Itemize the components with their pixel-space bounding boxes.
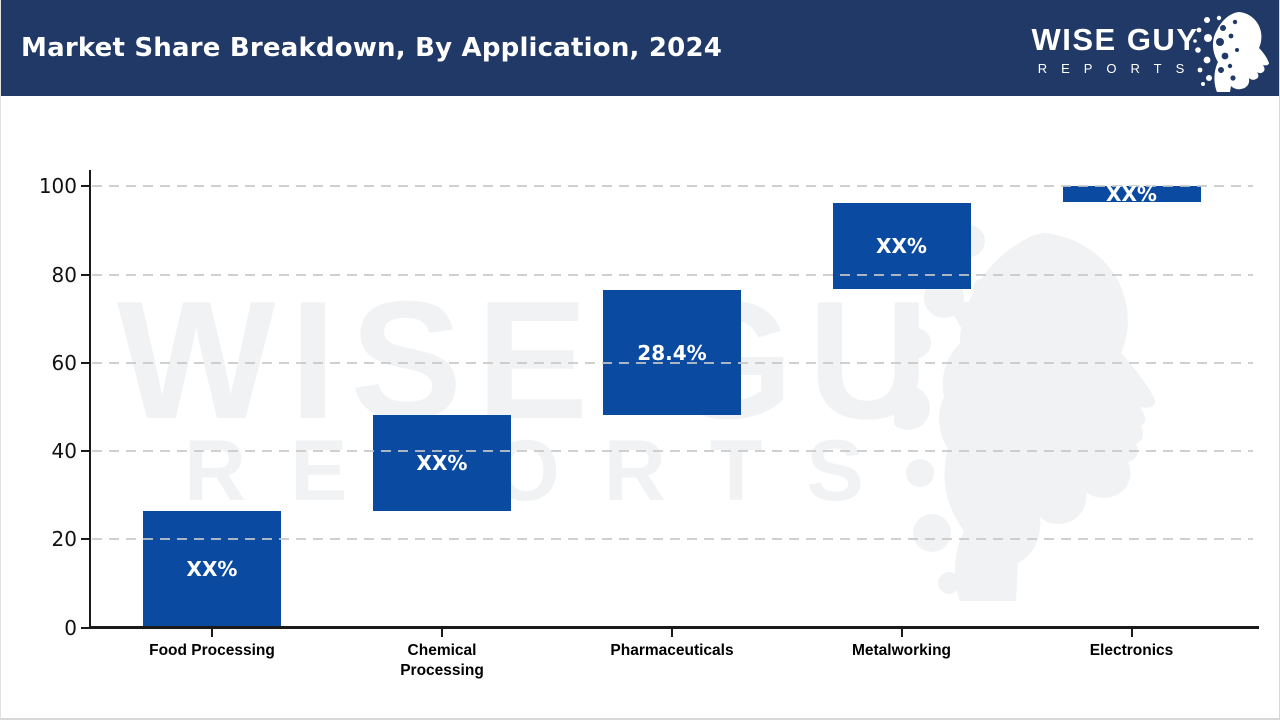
y-tick-label-80: 80 xyxy=(51,262,77,287)
x-category-label-5: Electronics xyxy=(1089,642,1174,659)
gridline-80 xyxy=(92,273,1253,276)
y-tick-label-0: 0 xyxy=(64,615,77,640)
page-title: Market Share Breakdown, By Application, … xyxy=(21,33,723,63)
gridline-100 xyxy=(92,185,1253,188)
x-axis-line xyxy=(89,626,1259,629)
gridline-60 xyxy=(92,361,1253,364)
bar-5 xyxy=(1062,186,1201,203)
y-tick-100 xyxy=(81,185,89,188)
wise-guy-logo: WISE GUY REPORTS xyxy=(1029,8,1269,92)
logo-name: WISE GUY xyxy=(1031,22,1199,57)
y-tick-label-100: 100 xyxy=(38,174,77,199)
bar-1 xyxy=(143,511,281,628)
gridline-20 xyxy=(92,538,1253,541)
logo-subtitle: REPORTS xyxy=(1037,61,1199,76)
x-category-label-2: Chemical Processing xyxy=(400,642,484,680)
gridline-40 xyxy=(92,450,1253,453)
x-tick-2 xyxy=(441,629,443,637)
y-tick-40 xyxy=(81,450,89,453)
x-tick-3 xyxy=(671,629,673,637)
y-tick-0 xyxy=(81,626,89,629)
y-tick-label-60: 60 xyxy=(51,350,77,375)
bar-2 xyxy=(373,415,511,512)
logo-face-icon xyxy=(1193,12,1269,92)
bar-value-label-4: XX% xyxy=(876,233,927,258)
logo-text: WISE GUY REPORTS xyxy=(1029,22,1201,76)
watermark-subtitle: REPORTS xyxy=(184,423,908,519)
x-tick-1 xyxy=(211,629,213,637)
bar-3 xyxy=(603,289,741,416)
y-tick-60 xyxy=(81,361,89,364)
header: Market Share Breakdown, By Application, … xyxy=(1,0,1279,96)
y-tick-20 xyxy=(81,538,89,541)
bar-value-label-5: XX% xyxy=(1106,182,1157,207)
x-tick-5 xyxy=(1130,629,1133,637)
x-category-label-1: Food Processing xyxy=(149,642,275,659)
y-tick-80 xyxy=(81,273,89,276)
x-category-label-4: Metalworking xyxy=(851,642,952,659)
bar-value-label-1: XX% xyxy=(186,557,238,582)
bar-value-label-2: XX% xyxy=(416,451,468,476)
y-tick-label-20: 20 xyxy=(51,527,77,552)
y-axis-line xyxy=(89,170,91,629)
x-category-label-3: Pharmaceuticals xyxy=(610,642,734,659)
x-tick-4 xyxy=(900,629,903,637)
y-tick-label-40: 40 xyxy=(51,439,77,464)
bar-value-label-3: 28.4% xyxy=(637,340,707,365)
